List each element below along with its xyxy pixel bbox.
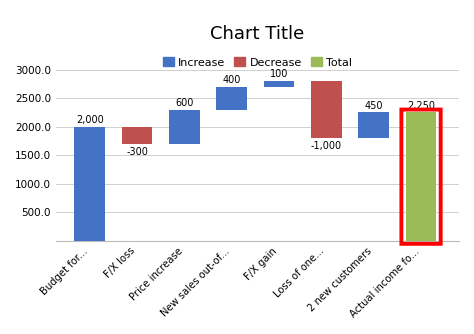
Bar [264,81,294,87]
Bar [406,113,437,241]
Title: Chart Title: Chart Title [210,25,305,43]
Text: -300: -300 [126,147,148,157]
Text: 450: 450 [365,101,383,111]
Bar [216,87,247,110]
Bar [74,127,105,241]
Legend: Increase, Decrease, Total: Increase, Decrease, Total [158,53,357,72]
Text: 2,000: 2,000 [76,115,103,125]
Text: -1,000: -1,000 [311,141,342,151]
Text: 400: 400 [222,75,241,85]
Text: 600: 600 [175,98,193,108]
Bar [122,127,153,144]
Bar [358,113,389,138]
Text: 100: 100 [270,69,288,79]
Bar [311,81,342,138]
Bar [169,110,200,144]
Text: 2,250: 2,250 [407,101,435,111]
